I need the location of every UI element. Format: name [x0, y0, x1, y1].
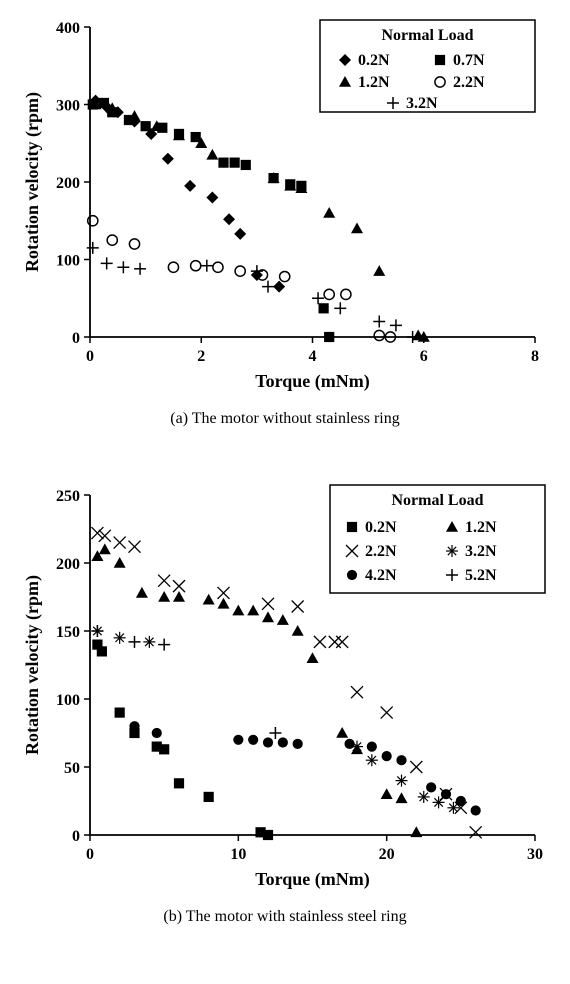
chart-a-caption: (a) The motor without stainless ring: [10, 410, 560, 428]
svg-text:200: 200: [56, 556, 80, 573]
svg-text:0: 0: [72, 330, 80, 347]
svg-text:6: 6: [420, 348, 428, 365]
svg-text:0.2N: 0.2N: [358, 52, 390, 69]
svg-text:200: 200: [56, 175, 80, 192]
svg-text:3.2N: 3.2N: [406, 95, 438, 112]
svg-text:4.2N: 4.2N: [365, 567, 397, 584]
svg-text:0: 0: [72, 828, 80, 845]
svg-text:300: 300: [56, 98, 80, 115]
svg-text:4: 4: [309, 348, 317, 365]
chart-a: 0 2 4 6 8 0 100 200 300 400 Torque (mNm) Rotation v…: [10, 12, 560, 402]
svg-text:100: 100: [56, 692, 80, 709]
svg-text:0.2N: 0.2N: [365, 519, 397, 536]
svg-text:10: 10: [230, 846, 246, 863]
svg-text:150: 150: [56, 624, 80, 641]
svg-text:Torque (mNm): Torque (mNm): [255, 371, 370, 392]
svg-text:250: 250: [56, 488, 80, 505]
svg-text:0.7N: 0.7N: [453, 52, 485, 69]
svg-text:0: 0: [86, 348, 94, 365]
svg-text:100: 100: [56, 253, 80, 270]
svg-text:1.2N: 1.2N: [358, 74, 390, 91]
svg-text:2: 2: [197, 348, 205, 365]
svg-text:20: 20: [379, 846, 395, 863]
svg-text:50: 50: [64, 760, 80, 777]
svg-text:5.2N: 5.2N: [465, 567, 497, 584]
svg-text:Normal Load: Normal Load: [382, 27, 474, 44]
chart-b: 0 10 20 30 0 50 100 150 200 250 Torque (mNm) Rotati…: [10, 480, 560, 900]
svg-text:Normal Load: Normal Load: [392, 492, 484, 509]
svg-text:3.2N: 3.2N: [465, 543, 497, 560]
svg-text:2.2N: 2.2N: [365, 543, 397, 560]
svg-text:0: 0: [86, 846, 94, 863]
svg-text:2.2N: 2.2N: [453, 74, 485, 91]
svg-text:30: 30: [527, 846, 543, 863]
svg-text:1.2N: 1.2N: [465, 519, 497, 536]
svg-text:Rotation velocity (rpm): Rotation velocity (rpm): [22, 92, 43, 272]
chart-b-caption: (b) The motor with stainless steel ring: [10, 908, 560, 926]
svg-text:400: 400: [56, 20, 80, 37]
svg-text:8: 8: [531, 348, 539, 365]
svg-text:Rotation velocity (rpm): Rotation velocity (rpm): [22, 575, 43, 755]
svg-text:Torque (mNm): Torque (mNm): [255, 869, 370, 890]
